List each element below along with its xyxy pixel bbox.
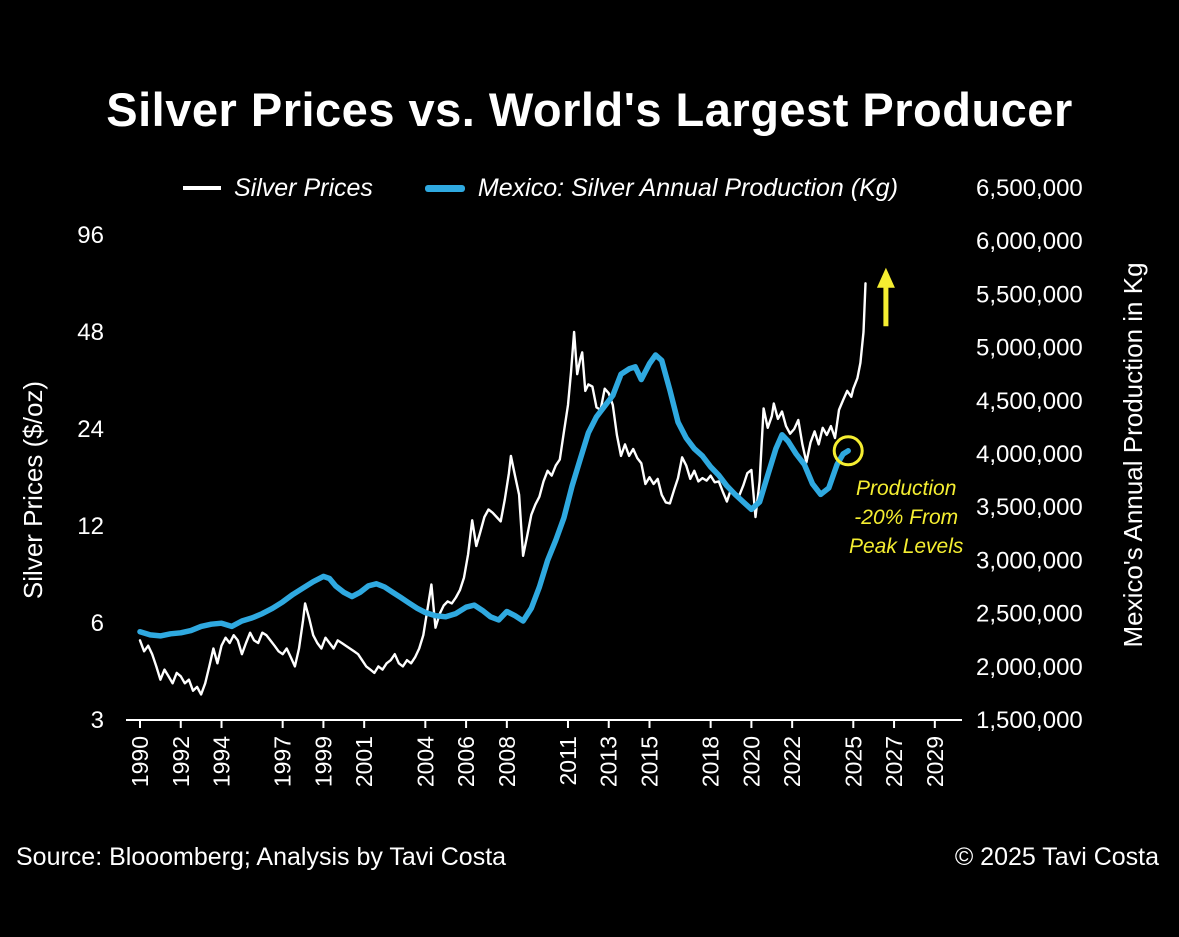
left-tick-label: 24: [77, 416, 104, 443]
mexico-line-swatch-icon: [424, 184, 465, 192]
legend-label-silver: Silver Prices: [234, 173, 373, 202]
right-tick-label: 1,500,000: [976, 707, 1083, 734]
annotation-text-line: Production: [856, 477, 956, 500]
right-tick-label: 6,000,000: [976, 228, 1083, 255]
production-circle-annotation: [832, 435, 864, 467]
x-tick-label: 2020: [738, 736, 764, 787]
annotation-text-line: -20% From: [854, 506, 958, 529]
x-tick-label: 2029: [922, 736, 948, 787]
right-tick-label: 4,500,000: [976, 388, 1083, 415]
right-tick-label: 4,000,000: [976, 441, 1083, 468]
left-axis-title: Silver Prices ($/oz): [18, 381, 48, 599]
x-tick-label: 1990: [127, 736, 153, 787]
legend-label-mexico: Mexico: Silver Annual Production (Kg): [477, 173, 899, 202]
x-tick-label: 2018: [698, 736, 724, 787]
x-tick-label: 2004: [412, 736, 438, 787]
x-tick-label: 2011: [555, 736, 581, 785]
left-tick-label: 6: [91, 610, 104, 637]
series-line-mexico-production: [137, 352, 851, 639]
x-tick-label: 2027: [881, 736, 907, 787]
right-tick-label: 5,000,000: [976, 335, 1083, 362]
x-tick-label: 2013: [596, 736, 622, 787]
source-note: Source: Blooomberg; Analysis by Tavi Cos…: [16, 843, 507, 871]
x-tick-label: 1999: [310, 736, 336, 787]
legend-item-mexico-production: Mexico: Silver Annual Production (Kg): [424, 173, 899, 203]
left-tick-label: 12: [77, 513, 104, 540]
chart-legend: Silver Prices Mexico: Silver Annual Prod…: [183, 170, 898, 206]
right-tick-label: 5,500,000: [976, 281, 1083, 308]
right-axis-title: Mexico's Annual Production in Kg: [1118, 262, 1148, 647]
left-tick-label: 48: [77, 319, 104, 346]
annotation-text-line: Peak Levels: [849, 535, 964, 558]
series-line-silver-prices: [138, 282, 867, 696]
x-tick-label: 1992: [168, 736, 194, 787]
left-tick-label: 96: [77, 222, 104, 249]
x-tick-label: 2001: [351, 736, 377, 787]
x-tick-label: 2022: [779, 736, 805, 787]
x-tick-label: 2025: [840, 736, 866, 787]
right-tick-label: 2,000,000: [976, 654, 1083, 681]
x-tick-label: 1994: [209, 736, 235, 787]
right-tick-label: 3,000,000: [976, 547, 1083, 574]
chart-title: Silver Prices vs. World's Largest Produc…: [106, 83, 1073, 136]
x-tick-label: 2006: [453, 736, 479, 787]
x-tick-label: 2015: [637, 736, 663, 787]
copyright-note: © 2025 Tavi Costa: [954, 843, 1159, 871]
left-tick-label: 3: [91, 707, 104, 734]
right-tick-label: 3,500,000: [976, 494, 1083, 521]
x-tick-label: 2008: [494, 736, 520, 787]
up-arrow-head-icon: [876, 267, 895, 288]
legend-item-silver-prices: Silver Prices: [183, 174, 373, 203]
silver-line-swatch-icon: [183, 186, 221, 190]
x-tick-label: 1997: [270, 736, 296, 787]
right-tick-label: 6,500,000: [976, 175, 1083, 202]
right-tick-label: 2,500,000: [976, 601, 1083, 628]
